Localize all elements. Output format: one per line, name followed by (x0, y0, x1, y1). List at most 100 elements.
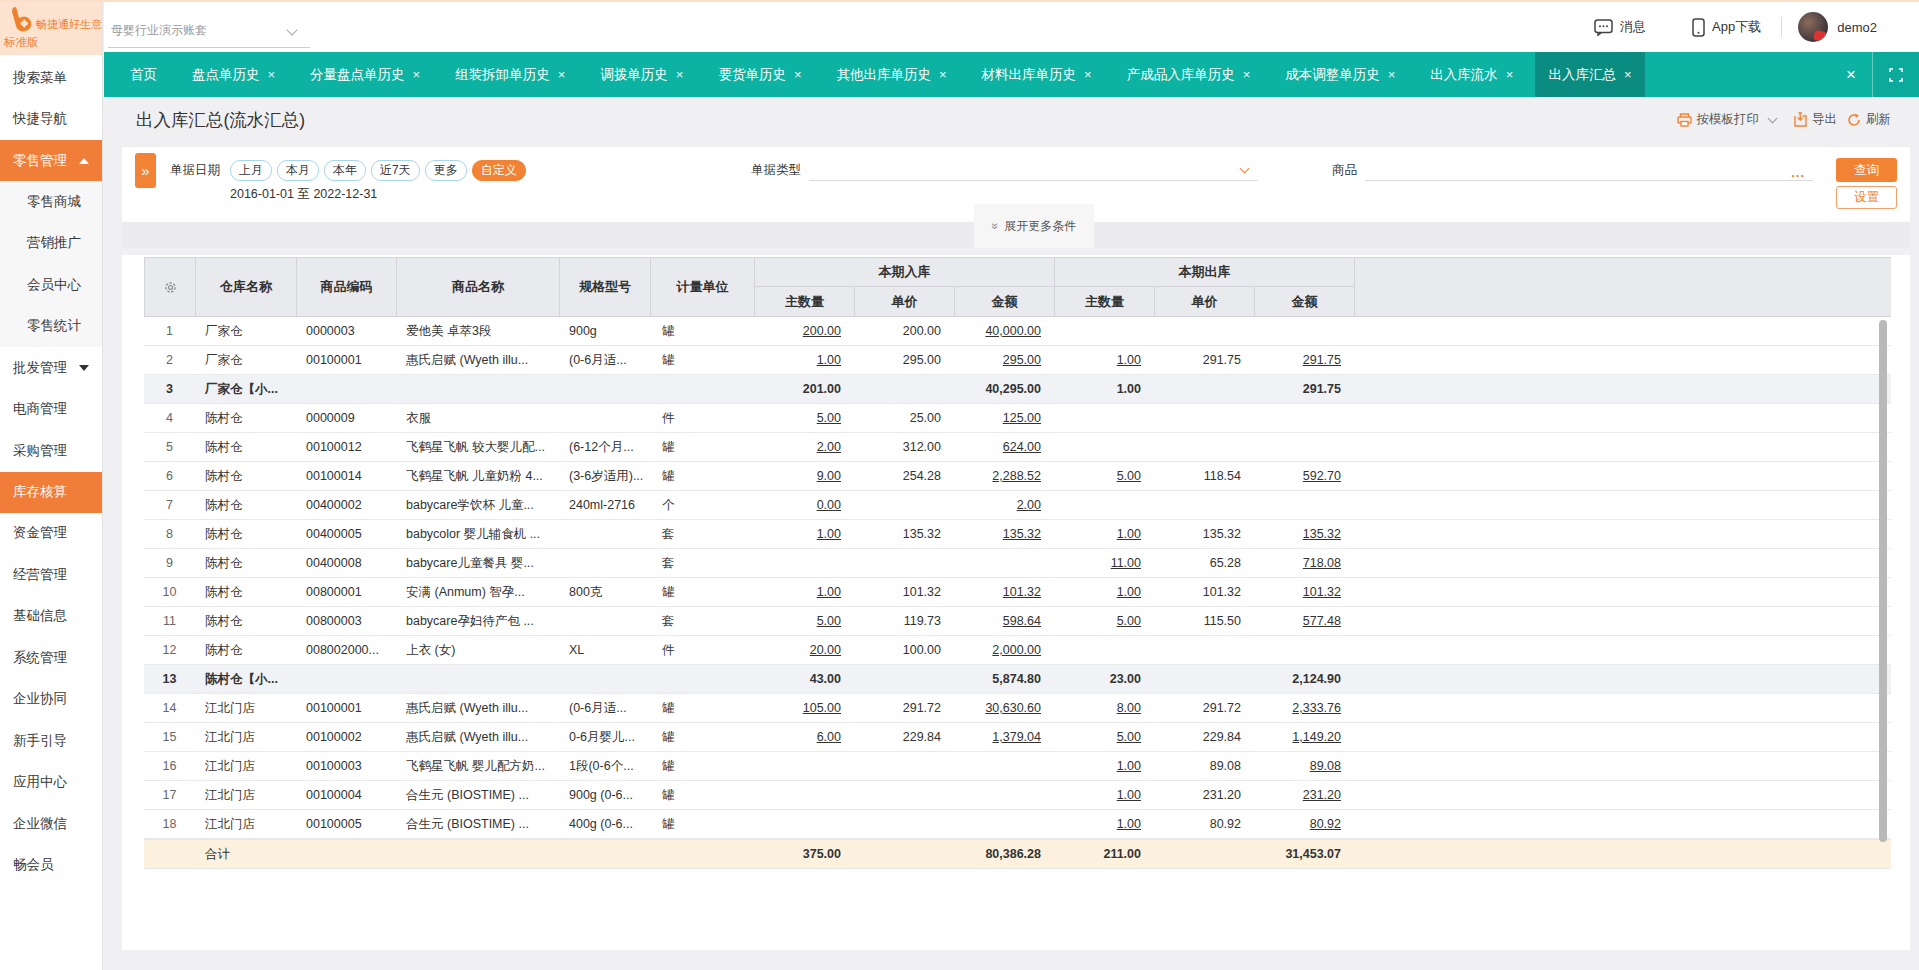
drilldown-link[interactable]: 291.75 (1303, 353, 1341, 367)
sidebar-item-1[interactable]: 快捷导航 (0, 99, 102, 141)
table-row-2[interactable]: 2厂家仓00100001惠氏启赋 (Wyeth illu...(0-6月适...… (144, 346, 1891, 375)
sidebar-item-19[interactable]: 畅会员 (0, 845, 102, 887)
close-tab-icon[interactable]: × (413, 67, 421, 82)
drilldown-link[interactable]: 101.32 (1303, 585, 1341, 599)
drilldown-link[interactable]: 2,288.52 (992, 469, 1041, 483)
table-row-11[interactable]: 11陈村仓00800003babycare孕妇待产包 ...套5.00119.7… (144, 607, 1891, 636)
settings-button[interactable]: 设置 (1836, 186, 1897, 209)
date-preset-本月[interactable]: 本月 (277, 160, 319, 181)
drilldown-link[interactable]: 1.00 (1117, 759, 1141, 773)
tab-首页[interactable]: 首页 (117, 52, 170, 97)
drilldown-link[interactable]: 577.48 (1303, 614, 1341, 628)
table-row-6[interactable]: 6陈村仓00100014飞鹤星飞帆 儿童奶粉 4...(3-6岁适用)...罐9… (144, 462, 1891, 491)
close-tab-icon[interactable]: × (939, 67, 947, 82)
expand-more-conditions-button[interactable]: » 展开更多条件 (974, 204, 1094, 248)
close-tab-icon[interactable]: × (1624, 67, 1632, 82)
close-all-tabs-button[interactable]: × (1830, 52, 1872, 97)
col-header-code[interactable]: 商品编码 (297, 258, 397, 316)
app-download-button[interactable]: App下载 (1692, 18, 1761, 37)
drilldown-link[interactable]: 2.00 (1017, 498, 1041, 512)
table-row-9[interactable]: 9陈村仓00400008babycare儿童餐具 婴...套11.0065.28… (144, 549, 1891, 578)
close-tab-icon[interactable]: × (676, 67, 684, 82)
table-row-4[interactable]: 4陈村仓0000009衣服件5.0025.00125.00 (144, 404, 1891, 433)
print-by-template-button[interactable]: 按模板打印 (1677, 111, 1760, 128)
table-row-10[interactable]: 10陈村仓00800001安满 (Anmum) 智孕...800克罐1.0010… (144, 578, 1891, 607)
sidebar-item-10[interactable]: 库存核算 (0, 472, 102, 513)
col-header-out-price[interactable]: 单价 (1155, 287, 1255, 316)
col-header-out-qty[interactable]: 主数量 (1055, 287, 1155, 316)
drilldown-link[interactable]: 5.00 (817, 614, 841, 628)
tab-材料出库单历史[interactable]: 材料出库单历史× (969, 52, 1105, 97)
drilldown-link[interactable]: 1.00 (1117, 527, 1141, 541)
drilldown-link[interactable]: 200.00 (803, 324, 841, 338)
tab-要货单历史[interactable]: 要货单历史× (705, 52, 814, 97)
drilldown-link[interactable]: 592.70 (1303, 469, 1341, 483)
drilldown-link[interactable]: 11.00 (1111, 556, 1141, 570)
drilldown-link[interactable]: 1.00 (1117, 788, 1141, 802)
close-tab-icon[interactable]: × (1506, 67, 1514, 82)
drilldown-link[interactable]: 1.00 (817, 527, 841, 541)
drilldown-link[interactable]: 2,000.00 (992, 643, 1041, 657)
sidebar-item-16[interactable]: 新手引导 (0, 720, 102, 762)
sidebar-item-14[interactable]: 系统管理 (0, 637, 102, 679)
date-preset-custom[interactable]: 自定义 (472, 160, 526, 181)
drilldown-link[interactable]: 135.32 (1003, 527, 1041, 541)
sidebar-item-15[interactable]: 企业协同 (0, 679, 102, 721)
col-header-warehouse[interactable]: 仓库名称 (196, 258, 297, 316)
drilldown-link[interactable]: 105.00 (803, 701, 841, 715)
doctype-select[interactable] (809, 160, 1258, 181)
drilldown-link[interactable]: 6.00 (817, 730, 841, 744)
close-tab-icon[interactable]: × (558, 67, 566, 82)
table-row-3[interactable]: 3厂家仓【小...201.0040,295.001.00291.75 (144, 375, 1891, 404)
col-header-name[interactable]: 商品名称 (397, 258, 560, 316)
more-options-dots[interactable]: ... (1791, 165, 1805, 180)
tab-出入库流水[interactable]: 出入库流水× (1417, 52, 1526, 97)
table-row-14[interactable]: 14江北门店00100001惠氏启赋 (Wyeth illu...(0-6月适.… (144, 694, 1891, 723)
sidebar-item-6[interactable]: 零售统计 (0, 306, 102, 348)
date-preset-更多[interactable]: 更多 (425, 160, 467, 181)
drilldown-link[interactable]: 40,000.00 (985, 324, 1041, 338)
tab-成本调整单历史[interactable]: 成本调整单历史× (1272, 52, 1408, 97)
product-input[interactable]: ... (1365, 160, 1813, 181)
drilldown-link[interactable]: 1,379.04 (992, 730, 1041, 744)
chevron-down-icon[interactable] (1768, 113, 1778, 123)
drilldown-link[interactable]: 1.00 (1117, 353, 1141, 367)
collapse-filter-button[interactable]: » (135, 153, 156, 188)
query-button[interactable]: 查询 (1836, 158, 1897, 182)
sidebar-item-8[interactable]: 电商管理 (0, 389, 102, 431)
close-tab-icon[interactable]: × (1388, 67, 1396, 82)
export-button[interactable]: 导出 (1794, 111, 1837, 128)
sidebar-item-3[interactable]: 零售商城 (0, 181, 102, 223)
drilldown-link[interactable]: 30,630.60 (985, 701, 1041, 715)
col-header-out-amount[interactable]: 金额 (1255, 287, 1355, 316)
drilldown-link[interactable]: 1,149.20 (1292, 730, 1341, 744)
close-tab-icon[interactable]: × (794, 67, 802, 82)
table-row-15[interactable]: 15江北门店00100002惠氏启赋 (Wyeth illu...0-6月婴儿.… (144, 723, 1891, 752)
tab-盘点单历史[interactable]: 盘点单历史× (179, 52, 288, 97)
table-row-18[interactable]: 18江北门店00100005合生元 (BIOSTIME) ...400g (0-… (144, 810, 1891, 839)
drilldown-link[interactable]: 624.00 (1003, 440, 1041, 454)
drilldown-link[interactable]: 1.00 (817, 353, 841, 367)
tab-产成品入库单历史[interactable]: 产成品入库单历史× (1114, 52, 1264, 97)
close-tab-icon[interactable]: × (1084, 67, 1092, 82)
drilldown-link[interactable]: 231.20 (1303, 788, 1341, 802)
drilldown-link[interactable]: 5.00 (1117, 614, 1141, 628)
drilldown-link[interactable]: 718.08 (1303, 556, 1341, 570)
sidebar-item-17[interactable]: 应用中心 (0, 762, 102, 804)
sidebar-item-11[interactable]: 资金管理 (0, 513, 102, 555)
table-row-1[interactable]: 1厂家仓0000003爱他美 卓萃3段900g罐200.00200.0040,0… (144, 317, 1891, 346)
col-header-in-price[interactable]: 单价 (855, 287, 955, 316)
tab-出入库汇总[interactable]: 出入库汇总× (1535, 52, 1644, 97)
vertical-scrollbar[interactable] (1879, 320, 1887, 842)
avatar[interactable] (1798, 12, 1828, 42)
sidebar-item-7[interactable]: 批发管理 (0, 347, 102, 389)
drilldown-link[interactable]: 5.00 (817, 411, 841, 425)
col-header-in-amount[interactable]: 金额 (955, 287, 1055, 316)
sidebar-item-5[interactable]: 会员中心 (0, 264, 102, 306)
col-header-spec[interactable]: 规格型号 (560, 258, 651, 316)
sidebar-item-12[interactable]: 经营管理 (0, 554, 102, 596)
table-row-16[interactable]: 16江北门店00100003飞鹤星飞帆 婴儿配方奶...1段(0-6个...罐1… (144, 752, 1891, 781)
tab-其他出库单历史[interactable]: 其他出库单历史× (823, 52, 959, 97)
drilldown-link[interactable]: 0.00 (817, 498, 841, 512)
drilldown-link[interactable]: 101.32 (1003, 585, 1041, 599)
